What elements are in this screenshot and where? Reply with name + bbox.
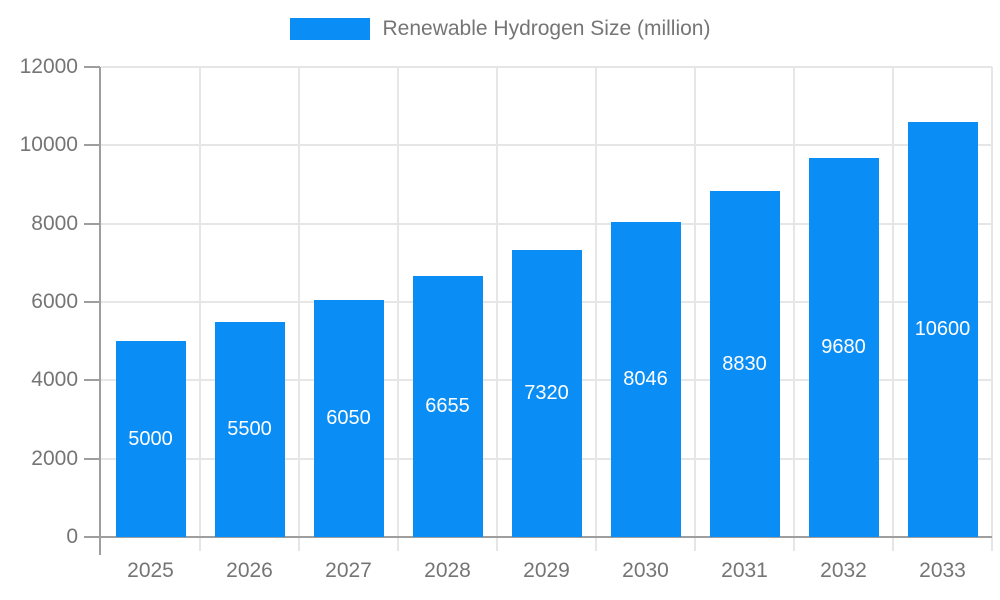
y-tick xyxy=(84,66,100,68)
bar-value-label: 5000 xyxy=(128,427,173,450)
y-tick-label: 4000 xyxy=(31,368,78,392)
x-grid-line xyxy=(694,67,696,551)
bar[interactable]: 5500 xyxy=(214,321,285,537)
legend[interactable]: Renewable Hydrogen Size (million) xyxy=(0,17,1000,41)
x-tick-label: 2026 xyxy=(226,559,273,582)
y-axis-line xyxy=(99,67,101,555)
y-grid-line xyxy=(101,222,992,225)
bar-value-label: 6050 xyxy=(326,407,371,429)
x-tick-label: 2030 xyxy=(622,559,669,582)
y-tick-label: 8000 xyxy=(31,211,78,235)
x-tick-label: 2031 xyxy=(721,559,768,582)
bar-value-label: 8830 xyxy=(722,352,767,375)
x-grid-line xyxy=(397,67,399,551)
y-tick xyxy=(84,222,100,225)
bar[interactable]: 5000 xyxy=(115,341,186,537)
x-tick-label: 2025 xyxy=(127,559,174,582)
bar[interactable]: 8046 xyxy=(610,221,681,537)
x-tick-label: 2027 xyxy=(325,559,372,582)
x-tick-label: 2033 xyxy=(919,559,966,582)
y-tick-label: 12000 xyxy=(19,55,78,78)
bar[interactable]: 10600 xyxy=(907,121,978,537)
x-tick-label: 2028 xyxy=(424,559,471,582)
bar[interactable]: 7320 xyxy=(511,250,582,537)
legend-swatch xyxy=(289,18,370,40)
y-tick-label: 0 xyxy=(66,525,78,548)
x-grid-line xyxy=(991,67,993,551)
bar-value-label: 5500 xyxy=(227,417,272,440)
y-tick-label: 2000 xyxy=(31,446,78,470)
bar-value-label: 6655 xyxy=(425,395,470,418)
bar[interactable]: 9680 xyxy=(808,157,879,537)
bar-value-label: 7320 xyxy=(524,382,569,405)
y-tick xyxy=(84,379,100,382)
y-tick-label: 10000 xyxy=(19,133,78,157)
x-grid-line xyxy=(793,67,795,551)
y-tick xyxy=(84,457,100,460)
x-grid-line xyxy=(892,67,894,551)
bar-value-label: 8046 xyxy=(623,367,668,390)
x-grid-line xyxy=(199,67,201,551)
bar-value-label: 9680 xyxy=(821,335,866,358)
x-grid-line xyxy=(298,67,300,551)
legend-label: Renewable Hydrogen Size (million) xyxy=(382,17,711,40)
bar[interactable]: 6655 xyxy=(412,276,483,537)
x-grid-line xyxy=(595,67,597,551)
bar[interactable]: 6050 xyxy=(313,300,384,537)
x-tick-label: 2032 xyxy=(820,559,867,582)
bar-value-label: 10600 xyxy=(914,317,971,340)
x-grid-line xyxy=(496,67,498,551)
y-tick xyxy=(84,301,100,303)
y-grid-line xyxy=(101,66,992,68)
y-tick xyxy=(84,144,100,147)
y-tick-label: 6000 xyxy=(31,290,78,313)
y-tick xyxy=(84,536,100,538)
bar[interactable]: 8830 xyxy=(709,191,780,537)
x-tick-label: 2029 xyxy=(523,559,570,582)
y-grid-line xyxy=(101,144,992,147)
x-axis-line xyxy=(99,536,992,538)
